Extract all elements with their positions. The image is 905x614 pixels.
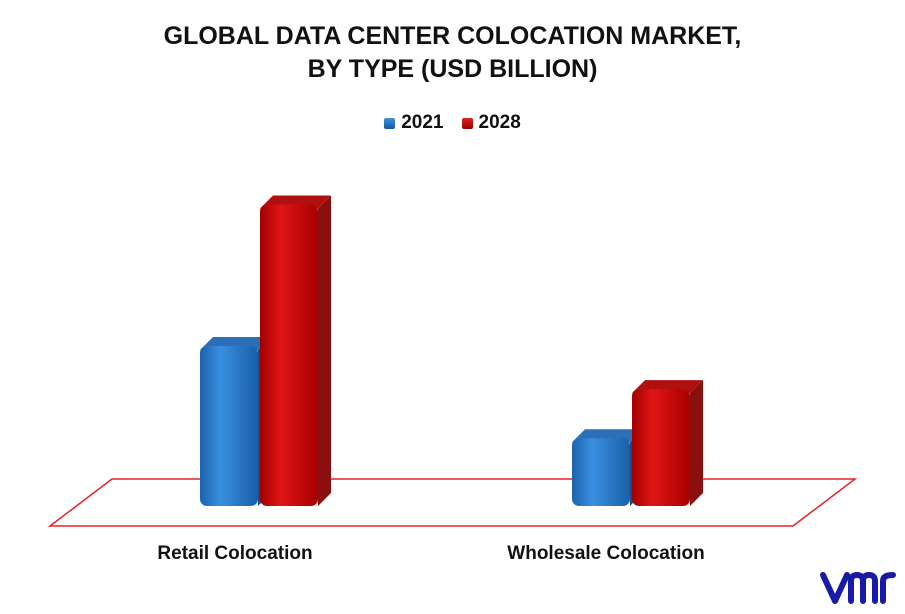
bar-2021-wholesale [572, 438, 630, 506]
bar-2028-retail [260, 204, 318, 506]
bar-2028-wholesale-side [690, 380, 703, 506]
bar-2028-wholesale [632, 389, 690, 506]
legend: 2021 2028 [0, 112, 905, 134]
chart-title: GLOBAL DATA CENTER COLOCATION MARKET, BY… [0, 20, 905, 86]
chart-title-line1: GLOBAL DATA CENTER COLOCATION MARKET, [163, 22, 742, 50]
vmr-logo-icon [820, 571, 896, 604]
legend-label-2028: 2028 [478, 112, 521, 133]
legend-item-2021: 2021 [384, 112, 444, 134]
legend-swatch-2028 [461, 117, 473, 129]
category-label-retail: Retail Colocation [157, 543, 313, 564]
chart-floor [47, 478, 858, 527]
vmr-logo [819, 567, 897, 612]
category-label-wholesale: Wholesale Colocation [507, 543, 705, 564]
bar-2028-retail-side [318, 195, 331, 506]
bar-2021-retail [200, 346, 258, 506]
legend-label-2021: 2021 [401, 112, 444, 133]
legend-swatch-2021 [384, 117, 396, 129]
bars-group [200, 195, 703, 506]
legend-item-2028: 2028 [461, 112, 521, 134]
chart-title-line2: BY TYPE (USD BILLION) [307, 55, 598, 83]
